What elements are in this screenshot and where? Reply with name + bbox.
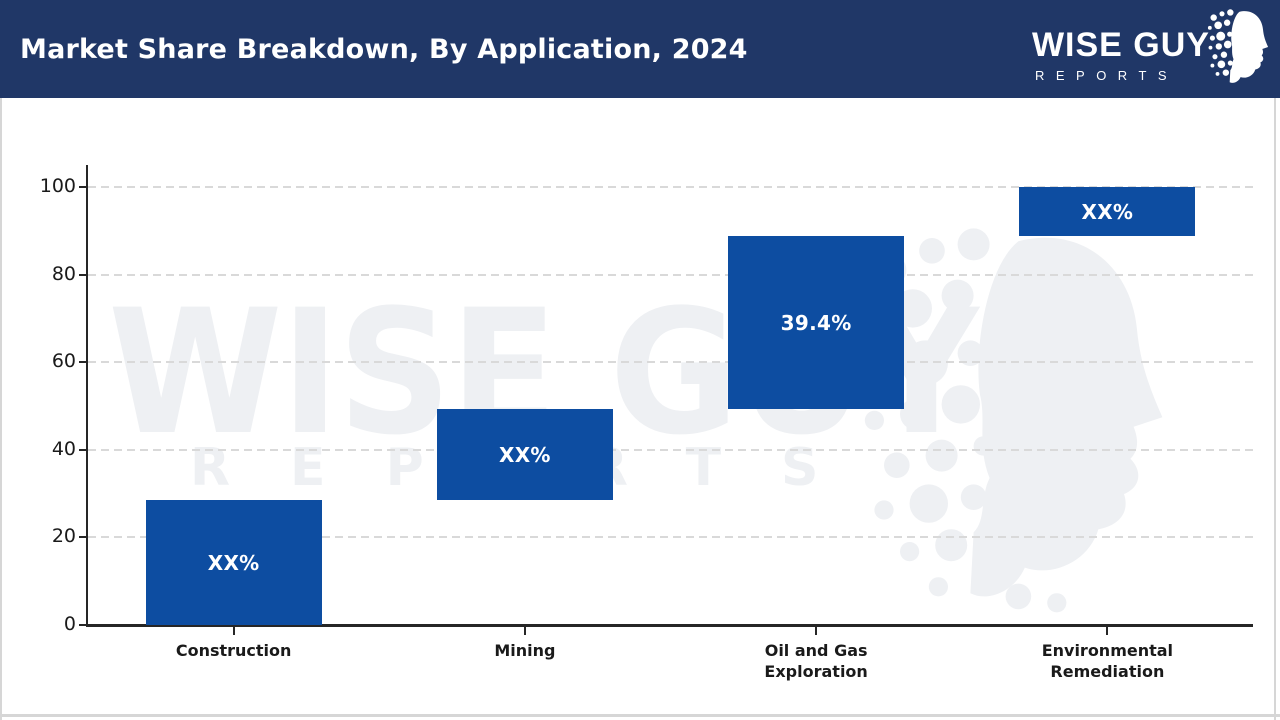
gridline-80 — [88, 273, 1253, 276]
x-tick-label-oil-and-gas-exploration: Oil and Gas Exploration — [701, 640, 931, 682]
bar-value-label-mining: XX% — [498, 442, 551, 467]
frame-border-left — [0, 98, 2, 720]
x-tick-construction — [232, 627, 235, 635]
x-tick-label-line: Mining — [494, 641, 556, 660]
wise-guy-logo-face-icon — [1207, 9, 1269, 83]
bar-value-label-oil-and-gas-exploration: 39.4% — [780, 310, 852, 335]
x-tick-label-line: Construction — [175, 641, 292, 660]
x-tick-label-line: Oil and Gas — [764, 641, 868, 660]
gridline-40 — [88, 448, 1253, 451]
x-tick-label-line: Environmental — [1041, 641, 1174, 660]
bar-oil-and-gas-exploration: 39.4% — [728, 236, 905, 410]
x-tick-label-line: Exploration — [764, 662, 868, 681]
page-title: Market Share Breakdown, By Application, … — [20, 33, 748, 65]
y-tick-label-80: 80 — [51, 262, 76, 285]
wise-guy-logo-text: WISE GUY REPORTS — [1032, 26, 1210, 83]
header-bar: Market Share Breakdown, By Application, … — [0, 0, 1280, 98]
gridline-20 — [88, 536, 1253, 539]
x-tick-label-line: Remediation — [1050, 662, 1165, 681]
gridline-100 — [88, 186, 1253, 188]
y-axis-spine — [86, 165, 88, 627]
y-tick-20 — [79, 536, 88, 539]
x-tick-mining — [523, 627, 526, 635]
bar-value-label-environmental-remediation: XX% — [1081, 199, 1134, 224]
y-tick-0 — [79, 624, 88, 626]
y-tick-label-100: 100 — [39, 175, 76, 197]
frame-border-bottom — [0, 714, 1280, 717]
y-tick-label-40: 40 — [51, 437, 76, 460]
y-tick-100 — [79, 186, 88, 188]
wise-guy-logo: WISE GUY REPORTS — [1032, 8, 1270, 88]
gridline-60 — [88, 361, 1253, 364]
frame-border-right — [1274, 98, 1276, 720]
y-tick-label-0: 0 — [63, 613, 76, 635]
x-tick-oil-and-gas-exploration — [815, 627, 818, 635]
x-axis-spine — [86, 624, 1253, 627]
logo-wiseguy-label: WISE GUY — [1031, 26, 1210, 64]
bar-mining: XX% — [436, 409, 613, 501]
x-tick-label-mining: Mining — [410, 640, 640, 661]
x-tick-label-construction: Construction — [119, 640, 349, 661]
y-tick-label-60: 60 — [51, 350, 76, 373]
x-tick-environmental-remediation — [1106, 627, 1109, 635]
y-tick-80 — [79, 273, 88, 276]
y-tick-60 — [79, 361, 88, 364]
y-tick-40 — [79, 448, 88, 451]
y-tick-label-20: 20 — [51, 525, 76, 548]
logo-reports-label: REPORTS — [1034, 68, 1179, 83]
bar-value-label-construction: XX% — [207, 550, 260, 575]
x-tick-label-environmental-remediation: Environmental Remediation — [992, 640, 1222, 682]
bar-environmental-remediation: XX% — [1019, 187, 1196, 237]
bar-construction: XX% — [145, 500, 322, 625]
